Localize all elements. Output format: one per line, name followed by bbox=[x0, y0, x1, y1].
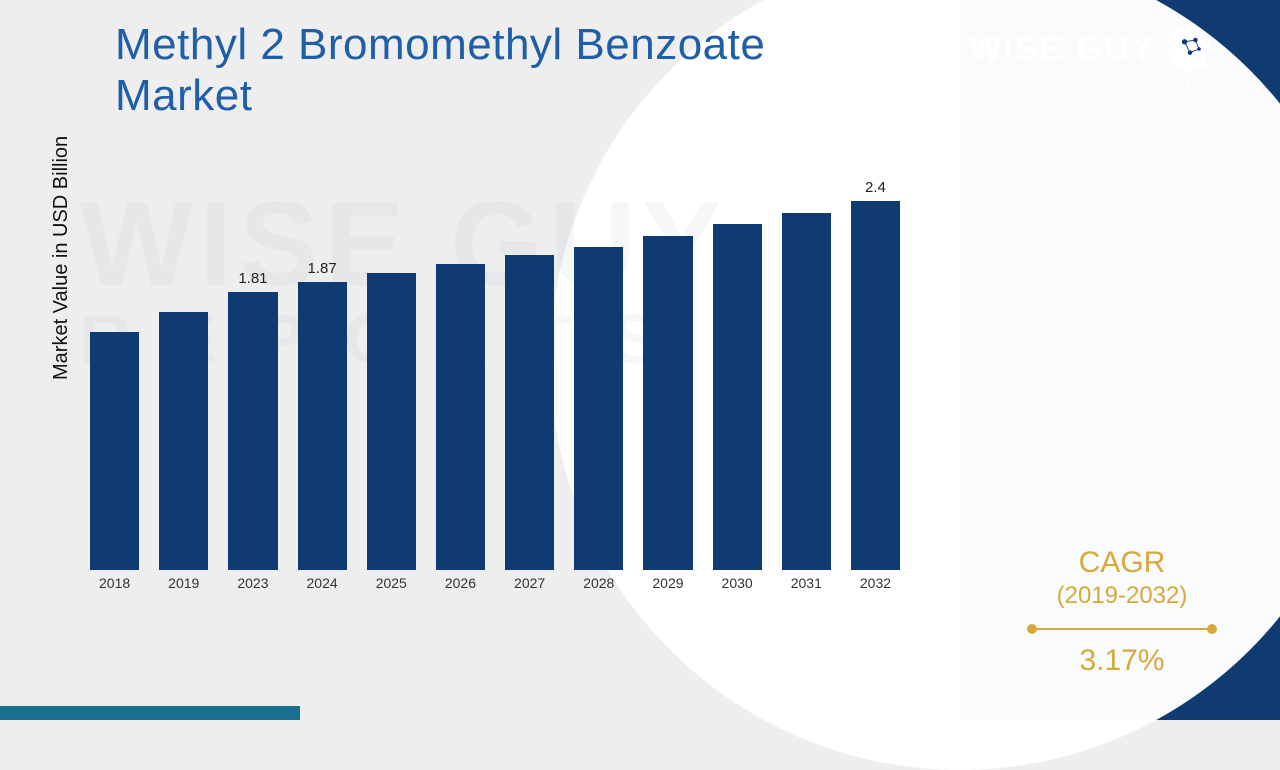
bar-wrap bbox=[436, 264, 485, 570]
bar-wrap: 1.87 bbox=[298, 282, 347, 570]
bar-wrap bbox=[782, 213, 831, 570]
x-tick: 2025 bbox=[367, 575, 416, 591]
x-tick: 2023 bbox=[228, 575, 277, 591]
logo-main-row: WISE GUY bbox=[969, 22, 1252, 76]
bar-wrap bbox=[505, 255, 554, 570]
chart-title: Methyl 2 Bromomethyl Benzoate Market bbox=[115, 20, 765, 121]
x-tick: 2026 bbox=[436, 575, 485, 591]
bar-wrap bbox=[367, 273, 416, 570]
bar-wrap bbox=[159, 312, 208, 570]
bar bbox=[851, 201, 900, 570]
bar bbox=[159, 312, 208, 570]
x-tick: 2027 bbox=[505, 575, 554, 591]
bar bbox=[367, 273, 416, 570]
brand-logo: WISE GUY R E P O R T S bbox=[969, 22, 1252, 91]
cagr-title: CAGR bbox=[1012, 546, 1232, 580]
logo-main-text: WISE GUY bbox=[969, 30, 1155, 69]
y-axis-label: Market Value in USD Billion bbox=[50, 136, 73, 380]
bar bbox=[713, 224, 762, 570]
bar bbox=[90, 332, 139, 570]
head-icon bbox=[1163, 22, 1217, 76]
x-tick: 2030 bbox=[713, 575, 762, 591]
bar-wrap bbox=[574, 247, 623, 570]
title-line-2: Market bbox=[115, 71, 252, 120]
bar-value-label: 2.4 bbox=[865, 179, 886, 196]
x-tick: 2019 bbox=[159, 575, 208, 591]
bar bbox=[436, 264, 485, 570]
x-tick: 2028 bbox=[574, 575, 623, 591]
x-tick: 2018 bbox=[90, 575, 139, 591]
bar bbox=[643, 236, 692, 570]
bar-wrap: 2.4 bbox=[851, 201, 900, 570]
bottom-accent-bar bbox=[0, 706, 300, 720]
x-tick: 2031 bbox=[782, 575, 831, 591]
bar-value-label: 1.81 bbox=[238, 270, 267, 287]
cagr-divider bbox=[1032, 628, 1212, 630]
bar-wrap bbox=[713, 224, 762, 570]
x-tick: 2029 bbox=[643, 575, 692, 591]
logo-sub-text: R E P O R T S bbox=[969, 74, 1252, 91]
x-tick: 2024 bbox=[298, 575, 347, 591]
x-tick: 2032 bbox=[851, 575, 900, 591]
bar-wrap bbox=[643, 236, 692, 570]
bar-value-label: 1.87 bbox=[307, 260, 336, 277]
bar-wrap bbox=[90, 332, 139, 570]
bar bbox=[782, 213, 831, 570]
bar bbox=[298, 282, 347, 570]
bars-container: 1.81 1.87 2.4 bbox=[90, 170, 900, 570]
bar bbox=[228, 292, 277, 570]
cagr-box: CAGR (2019-2032) 3.17% bbox=[1012, 546, 1232, 678]
bar bbox=[574, 247, 623, 570]
cagr-value: 3.17% bbox=[1012, 644, 1232, 678]
bar-chart: 1.81 1.87 2.4 bbox=[90, 170, 900, 570]
title-line-1: Methyl 2 Bromomethyl Benzoate bbox=[115, 20, 765, 69]
x-axis: 2018 2019 2023 2024 2025 2026 2027 2028 2029 2030… bbox=[90, 575, 900, 591]
bar-wrap: 1.81 bbox=[228, 292, 277, 570]
bar bbox=[505, 255, 554, 570]
cagr-period: (2019-2032) bbox=[1012, 582, 1232, 610]
